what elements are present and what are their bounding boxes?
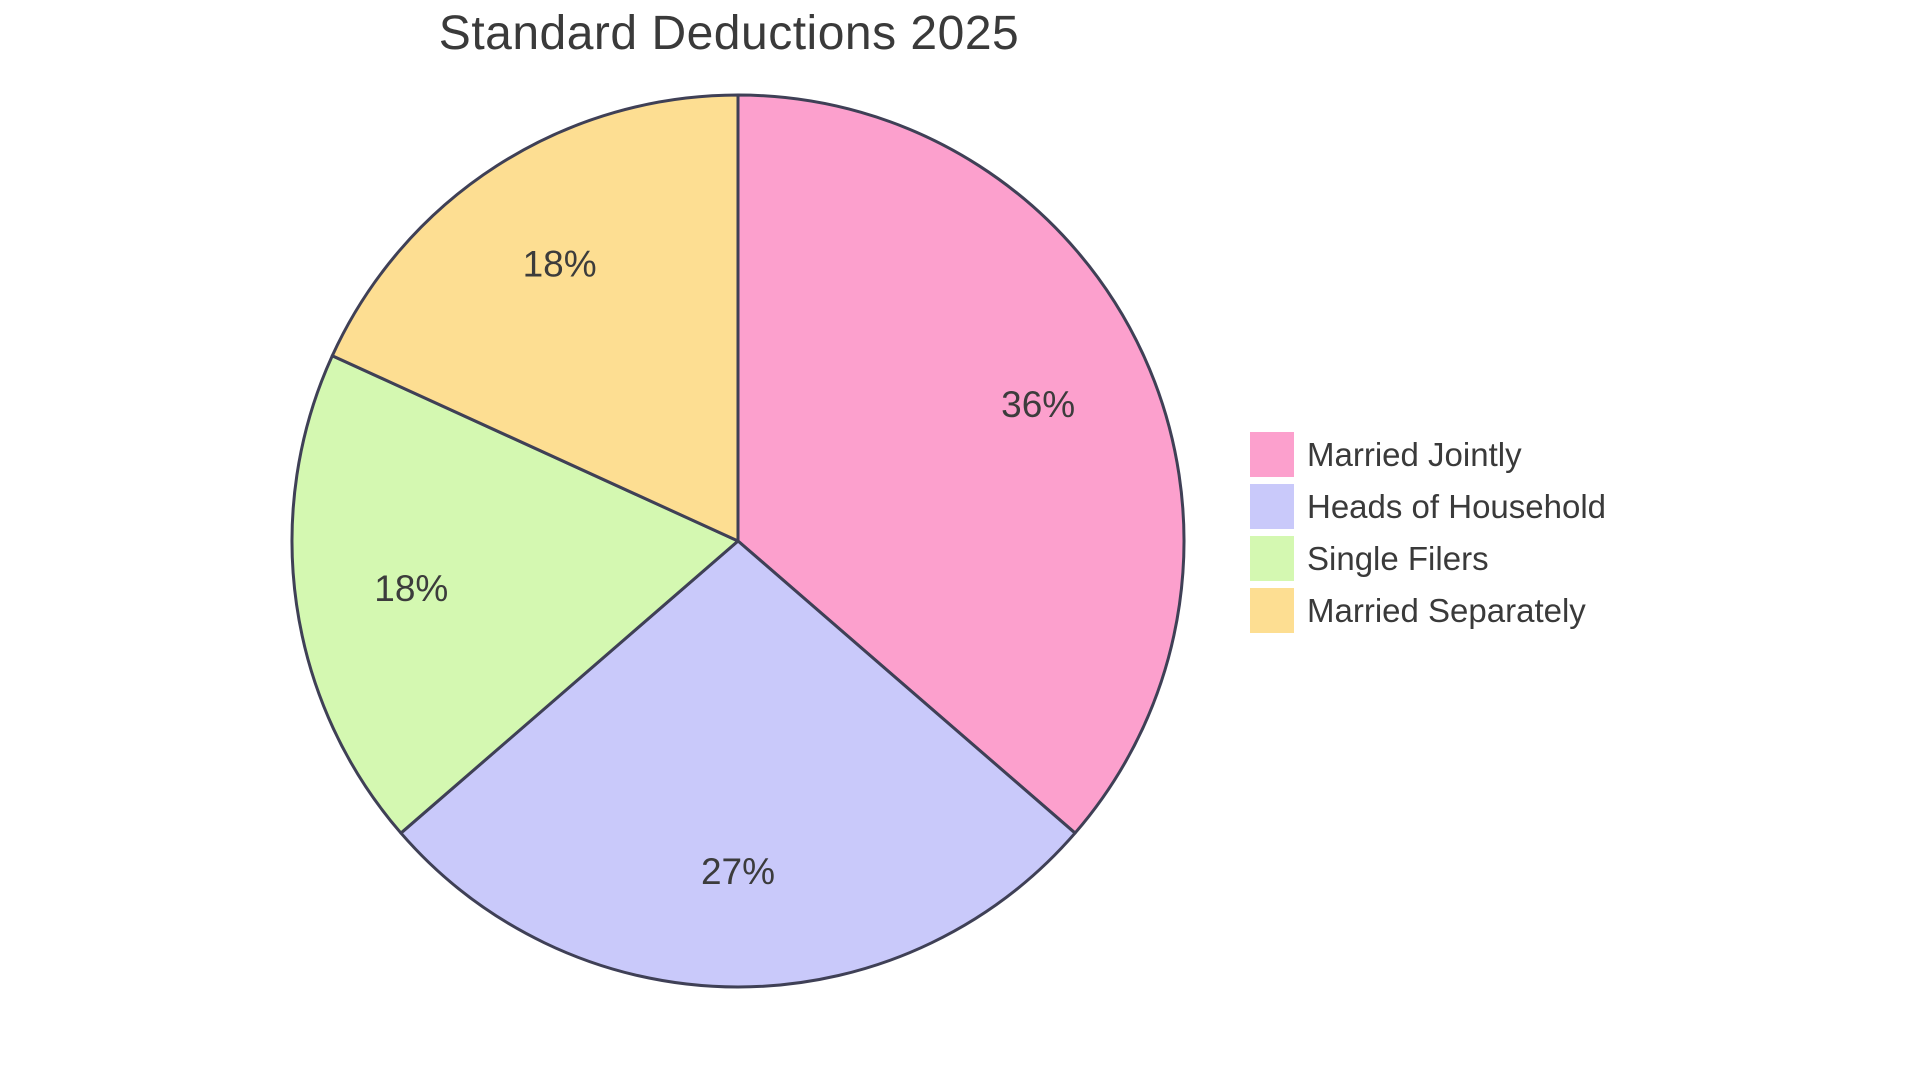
- legend-item-label: Single Filers: [1307, 539, 1489, 577]
- legend-item-married-jointly: Married Jointly: [1250, 432, 1606, 477]
- legend-swatch: [1250, 588, 1294, 633]
- legend-item-label: Married Separately: [1307, 591, 1586, 629]
- slice-percent-label-married-separately: 18%: [523, 243, 597, 284]
- chart-title: Standard Deductions 2025: [438, 7, 1020, 60]
- legend-item-label: Heads of Household: [1307, 487, 1607, 525]
- pie-slice-married-separately: [330, 93, 740, 543]
- pie-slice-single-filers: [290, 354, 740, 835]
- legend-item-label: Married Jointly: [1307, 435, 1522, 473]
- slice-percent-label-heads-of-household: 27%: [701, 851, 775, 892]
- legend-item-single-filers: Single Filers: [1250, 536, 1606, 581]
- legend-item-married-separately: Married Separately: [1250, 588, 1606, 633]
- slice-percent-label-single-filers: 18%: [374, 568, 448, 609]
- pie-slice-heads-of-household: [399, 539, 1077, 989]
- legend-swatch: [1250, 484, 1294, 529]
- slice-percent-label-married-jointly: 36%: [1001, 384, 1075, 425]
- legend-swatch: [1250, 432, 1294, 477]
- pie-slice-married-jointly: [736, 93, 1186, 835]
- legend-swatch: [1250, 536, 1294, 581]
- chart-legend: Married Jointly Heads of Household Single …: [1250, 432, 1606, 640]
- legend-item-heads-of-household: Heads of Household: [1250, 484, 1606, 529]
